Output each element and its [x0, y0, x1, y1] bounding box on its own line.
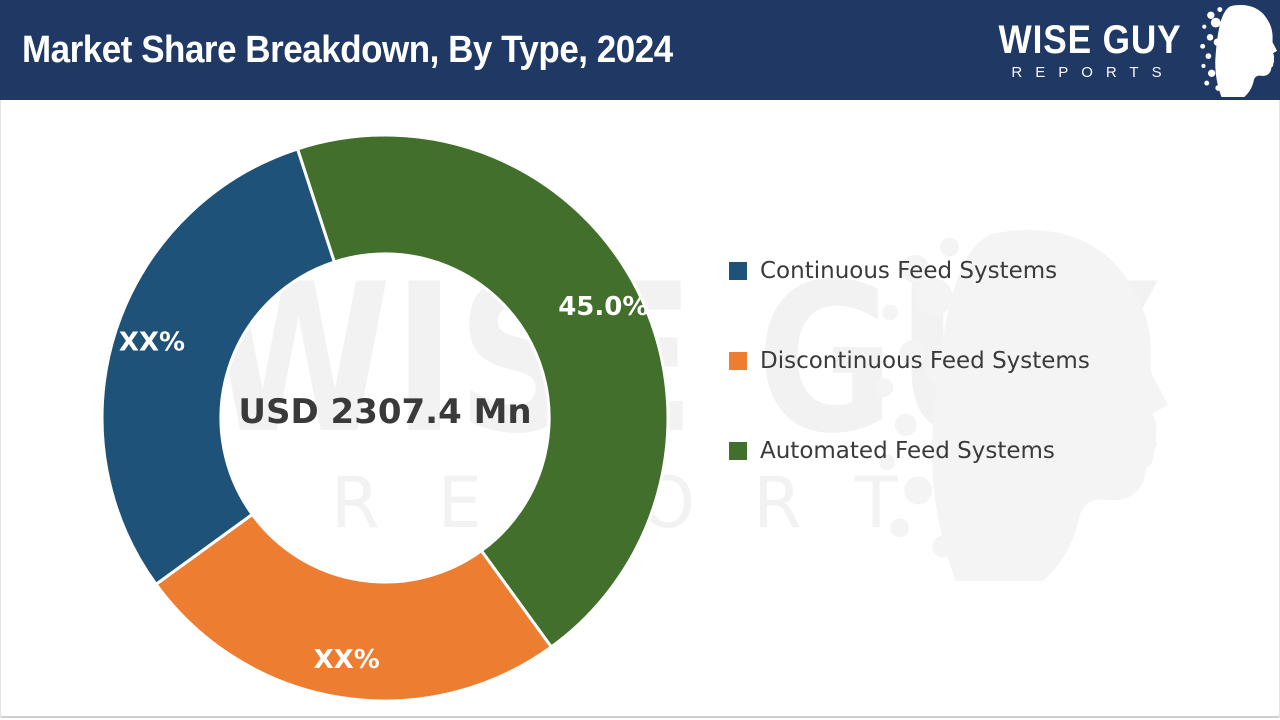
legend-label: Continuous Feed Systems: [760, 258, 1058, 284]
donut-slice-automated-feed-systems: [296, 133, 670, 649]
legend-swatch-discontinuous-feed-systems: [729, 352, 747, 370]
legend-item-discontinuous-feed-systems: Discontinuous Feed Systems: [729, 342, 1090, 380]
header-bar: Market Share Breakdown, By Type, 2024 WI…: [0, 0, 1280, 100]
donut-chart: 45.0% XX% XX% USD 2307.4 Mn: [100, 133, 670, 703]
legend-swatch-automated-feed-systems: [729, 442, 747, 460]
chart-legend: Continuous Feed Systems Discontinuous Fe…: [729, 252, 1090, 470]
legend-item-continuous-feed-systems: Continuous Feed Systems: [729, 252, 1090, 290]
bottom-border: [1, 716, 1279, 718]
page-title-text: Market Share Breakdown, By Type, 2024: [22, 28, 673, 71]
donut-slice-discontinuous-feed-systems: [154, 512, 553, 703]
logo-wordmark-line1: WISE GUY: [998, 17, 1182, 62]
legend-label: Discontinuous Feed Systems: [760, 348, 1090, 374]
logo-wordmark: WISE GUY REPORTS: [986, 20, 1194, 81]
slice-percentage-label: 45.0%: [558, 292, 648, 322]
watermark-subtitle: REPORTS: [331, 462, 1058, 544]
donut-center-value: USD 2307.4 Mn: [238, 392, 531, 432]
legend-item-automated-feed-systems: Automated Feed Systems: [729, 432, 1090, 470]
slice-percentage-label: XX%: [314, 645, 380, 675]
slice-percentage-label: XX%: [119, 327, 185, 357]
legend-swatch-continuous-feed-systems: [729, 262, 747, 280]
chart-area: WISE GUY REPORTS 45.0% XX% XX% USD 2307.4 M…: [0, 100, 1280, 718]
logo-wordmark-line2: REPORTS: [1011, 63, 1175, 81]
donut-slice-continuous-feed-systems: [100, 147, 336, 586]
page-title: Market Share Breakdown, By Type, 2024: [0, 29, 729, 72]
brand-logo: WISE GUY REPORTS: [986, 0, 1278, 100]
logo-face-icon: [1200, 5, 1278, 97]
legend-label: Automated Feed Systems: [760, 438, 1055, 464]
